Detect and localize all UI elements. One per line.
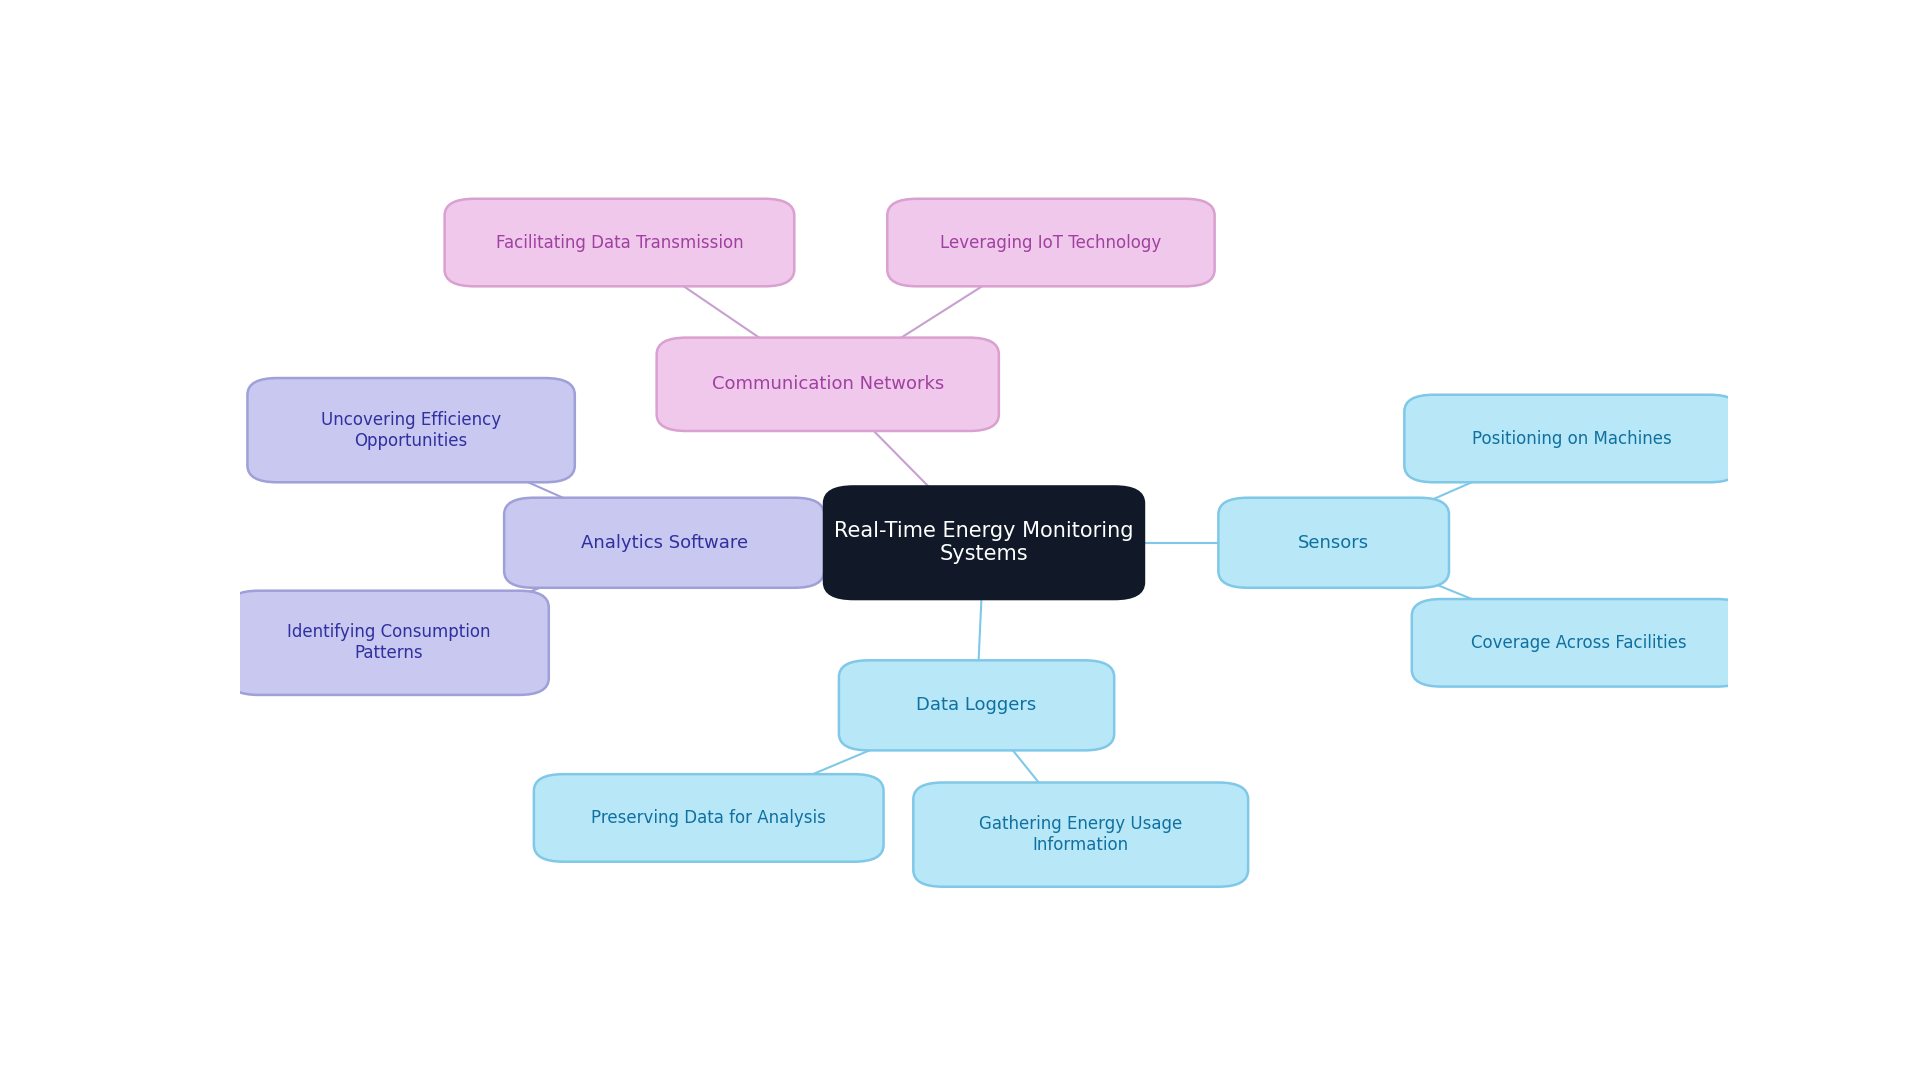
FancyBboxPatch shape: [445, 199, 795, 286]
Text: Real-Time Energy Monitoring
Systems: Real-Time Energy Monitoring Systems: [835, 521, 1133, 564]
FancyBboxPatch shape: [1404, 394, 1740, 482]
Text: Leveraging IoT Technology: Leveraging IoT Technology: [941, 234, 1162, 251]
Text: Identifying Consumption
Patterns: Identifying Consumption Patterns: [288, 624, 490, 662]
FancyBboxPatch shape: [824, 486, 1144, 599]
Text: Facilitating Data Transmission: Facilitating Data Transmission: [495, 234, 743, 251]
FancyBboxPatch shape: [248, 378, 574, 482]
Text: Gathering Energy Usage
Information: Gathering Energy Usage Information: [979, 815, 1183, 854]
FancyBboxPatch shape: [887, 199, 1215, 286]
Text: Preserving Data for Analysis: Preserving Data for Analysis: [591, 809, 826, 827]
FancyBboxPatch shape: [1411, 599, 1747, 687]
FancyBboxPatch shape: [914, 783, 1248, 887]
FancyBboxPatch shape: [505, 498, 824, 588]
Text: Communication Networks: Communication Networks: [712, 376, 945, 393]
Text: Data Loggers: Data Loggers: [916, 696, 1037, 715]
Text: Positioning on Machines: Positioning on Machines: [1473, 430, 1672, 447]
FancyBboxPatch shape: [657, 338, 998, 431]
FancyBboxPatch shape: [228, 590, 549, 695]
Text: Coverage Across Facilities: Coverage Across Facilities: [1471, 634, 1688, 652]
Text: Analytics Software: Analytics Software: [580, 534, 747, 551]
FancyBboxPatch shape: [534, 774, 883, 862]
FancyBboxPatch shape: [1219, 498, 1450, 588]
Text: Sensors: Sensors: [1298, 534, 1369, 551]
FancyBboxPatch shape: [839, 661, 1114, 751]
Text: Uncovering Efficiency
Opportunities: Uncovering Efficiency Opportunities: [321, 410, 501, 449]
